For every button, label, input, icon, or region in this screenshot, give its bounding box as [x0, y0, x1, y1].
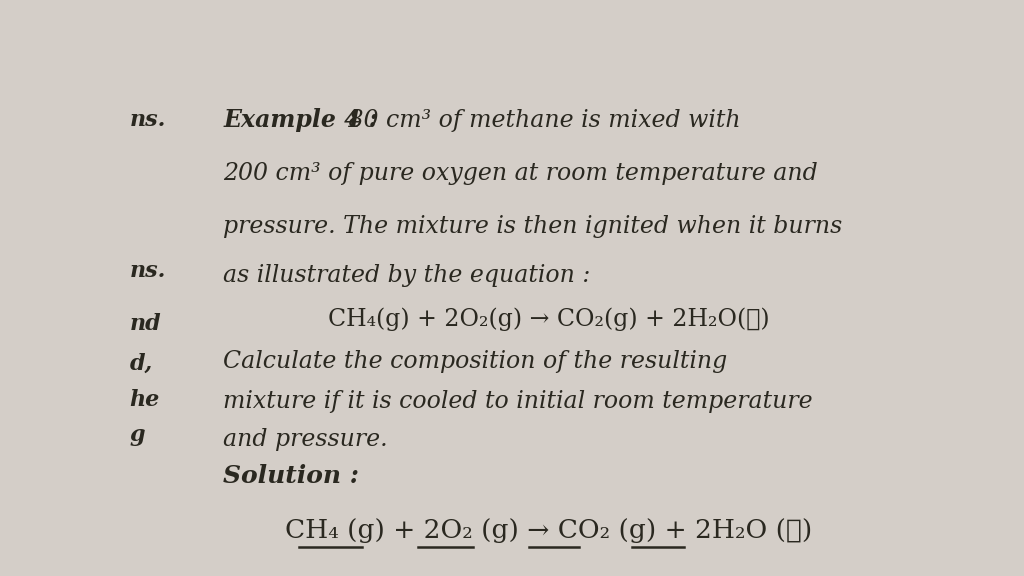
Text: and pressure.: and pressure. — [223, 428, 388, 451]
Text: CH₄ (g) + 2O₂ (g) → CO₂ (g) + 2H₂O (ℓ): CH₄ (g) + 2O₂ (g) → CO₂ (g) + 2H₂O (ℓ) — [285, 518, 812, 543]
Text: Solution :: Solution : — [223, 464, 359, 488]
Text: mixture if it is cooled to initial room temperature: mixture if it is cooled to initial room … — [223, 391, 813, 413]
Text: ns.: ns. — [130, 260, 166, 282]
Text: he: he — [130, 389, 160, 411]
Text: CH₄(g) + 2O₂(g) → CO₂(g) + 2H₂O(ℓ): CH₄(g) + 2O₂(g) → CO₂(g) + 2H₂O(ℓ) — [328, 308, 769, 331]
Text: ns.: ns. — [130, 109, 166, 131]
Text: as illustrated by the equation :: as illustrated by the equation : — [223, 264, 591, 287]
Text: nd: nd — [130, 313, 161, 335]
Text: Example 4 :: Example 4 : — [223, 108, 378, 132]
Text: d,: d, — [130, 353, 153, 375]
Text: 80 cm³ of methane is mixed with: 80 cm³ of methane is mixed with — [341, 109, 740, 132]
Text: pressure. The mixture is then ignited when it burns: pressure. The mixture is then ignited wh… — [223, 215, 843, 238]
Text: 200 cm³ of pure oxygen at room temperature and: 200 cm³ of pure oxygen at room temperatu… — [223, 162, 818, 185]
Text: Calculate the composition of the resulting: Calculate the composition of the resulti… — [223, 350, 727, 373]
Text: g: g — [130, 424, 145, 446]
